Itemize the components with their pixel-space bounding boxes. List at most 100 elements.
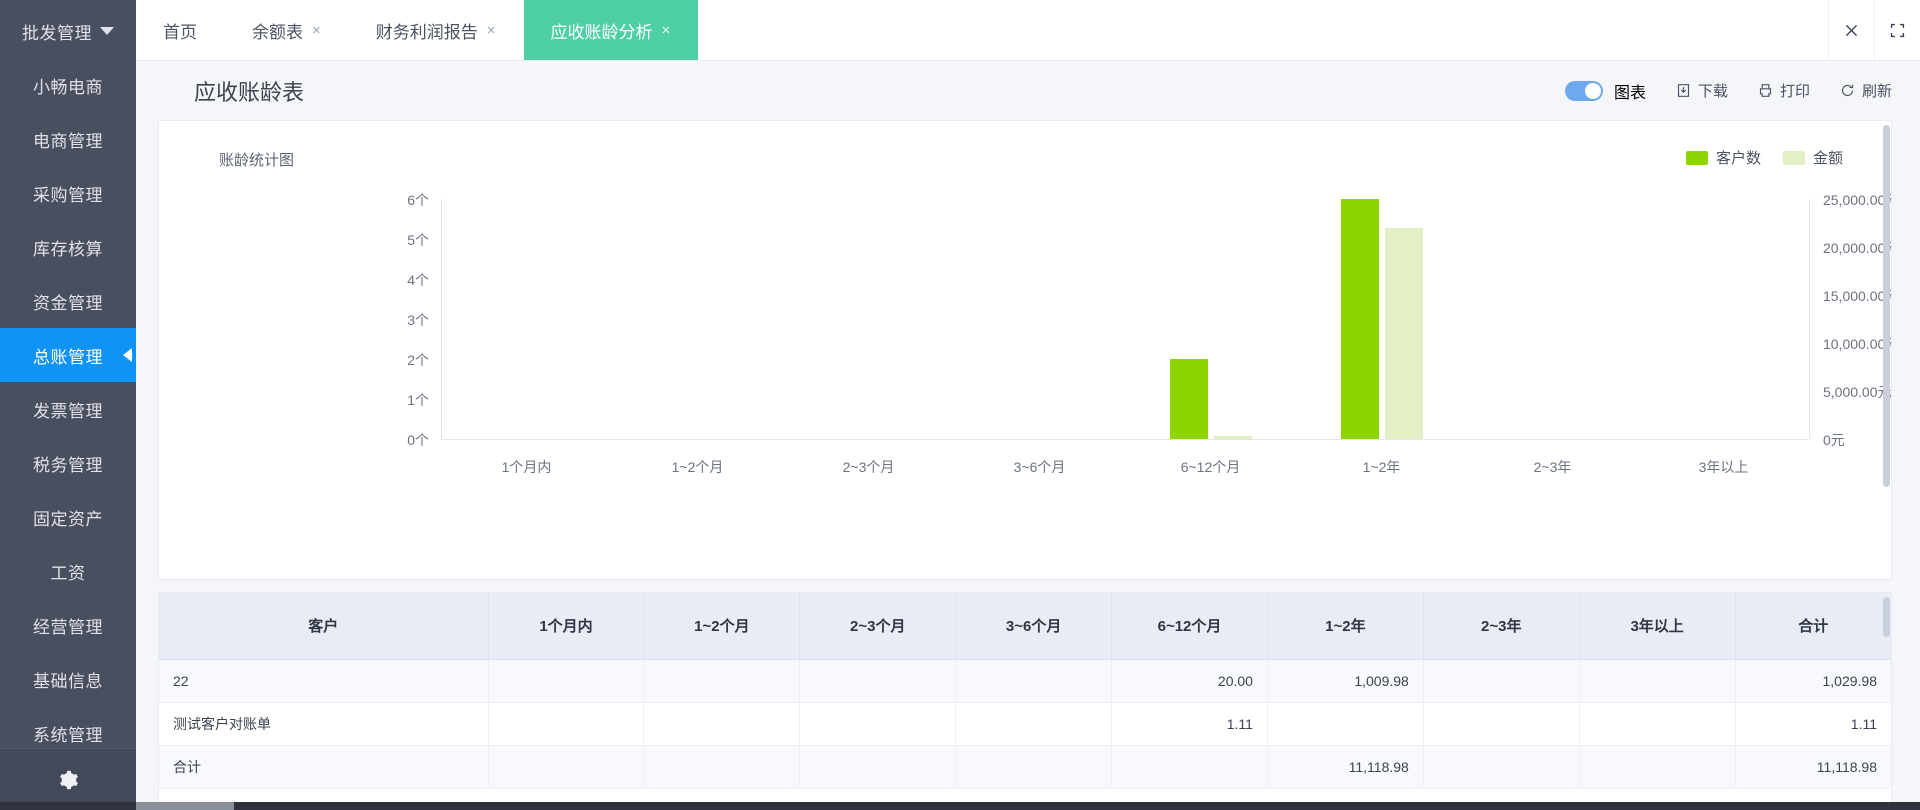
- active-pointer-icon: [123, 348, 132, 362]
- legend-item-0[interactable]: 客户数: [1685, 147, 1761, 168]
- sidebar-item-2[interactable]: 电商管理: [0, 112, 136, 166]
- table-cell-2-7: [1423, 745, 1580, 789]
- legend-label: 金额: [1812, 150, 1843, 167]
- table-scrollbar[interactable]: [1883, 597, 1890, 637]
- table-cell-0-6: 1,009.98: [1267, 659, 1424, 703]
- sidebar-item-12[interactable]: 基础信息: [0, 652, 136, 706]
- right-axis-tick-0: 0元: [1823, 432, 1845, 448]
- sidebar-item-label: 资金管理: [33, 293, 103, 313]
- sidebar-item-3[interactable]: 采购管理: [0, 166, 136, 220]
- content-area: 账龄统计图 客户数 金额 0个 1个 2个 3个 4个 5个 6个 0元 5,000.00元 10,…: [158, 120, 1892, 810]
- sidebar-item-6[interactable]: 总账管理: [0, 328, 136, 382]
- sidebar-item-4[interactable]: 库存核算: [0, 220, 136, 274]
- table-col-4: 3~6个月: [955, 593, 1113, 660]
- tab-list: 首页 余额表 × 财务利润报告 × 应收账龄分析 ×: [136, 0, 699, 60]
- table-col-9: 合计: [1735, 593, 1891, 660]
- sidebar-item-5[interactable]: 资金管理: [0, 274, 136, 328]
- sidebar-item-13[interactable]: 系统管理: [0, 706, 136, 748]
- tab-close-icon[interactable]: ×: [312, 21, 321, 39]
- table-cell-0-7: [1423, 659, 1580, 703]
- table-col-0: 客户: [159, 593, 489, 660]
- tab-close-icon[interactable]: ×: [661, 21, 671, 39]
- bar-customers-5[interactable]: [1340, 199, 1379, 439]
- legend-label: 客户数: [1715, 150, 1761, 167]
- tab-bar-spacer: [698, 0, 1828, 60]
- chart-title: 账龄统计图: [219, 152, 295, 169]
- chart-scrollbar[interactable]: [1883, 125, 1890, 487]
- sidebar-item-label: 系统管理: [33, 725, 103, 745]
- sidebar-settings-button[interactable]: [0, 748, 136, 810]
- tab-0[interactable]: 首页: [136, 0, 225, 60]
- chart-plot: 0个 1个 2个 3个 4个 5个 6个 0元 5,000.00元 10,000.00元 15,00…: [159, 121, 1891, 579]
- sidebar-item-label: 总账管理: [33, 347, 103, 367]
- axis-line: [1809, 199, 1810, 439]
- table-row[interactable]: 22 20.00 1,009.98 1,029.98: [159, 659, 1891, 703]
- page-header: 应收账龄表 图表 下载: [136, 61, 1920, 120]
- table-cell-1-3: [799, 702, 957, 746]
- table-cell-2-9: 11,118.98: [1735, 745, 1891, 789]
- table-col-2: 1~2个月: [643, 593, 801, 660]
- sidebar-item-label: 电商管理: [33, 131, 103, 151]
- printer-icon: [1759, 84, 1772, 97]
- table-cell-0-0: 22: [159, 659, 489, 703]
- axis-line: [441, 199, 442, 439]
- refresh-label: 刷新: [1861, 83, 1892, 100]
- sidebar-item-label: 工资: [50, 563, 86, 583]
- bar-amount-4[interactable]: [1213, 436, 1252, 439]
- table-cell-1-0: 测试客户对账单: [159, 702, 489, 746]
- download-icon: [1677, 84, 1690, 97]
- tab-3[interactable]: 应收账龄分析 ×: [523, 0, 699, 60]
- sidebar-item-9[interactable]: 固定资产: [0, 490, 136, 544]
- window-fullscreen-button[interactable]: [1874, 0, 1920, 60]
- bottom-scroll-track: [0, 802, 1920, 810]
- table-cell-0-1: [488, 659, 645, 703]
- table-cell-2-1: [488, 745, 645, 789]
- table-col-5: 6~12个月: [1111, 593, 1268, 660]
- sidebar-item-label: 经营管理: [33, 617, 103, 637]
- sidebar: 批发管理 小畅电商电商管理采购管理 库存核算资金管理总账管理发票管理税务管理固定资产…: [0, 0, 136, 810]
- chart-toggle[interactable]: [1564, 80, 1603, 101]
- table-head: 客户 1个月内 1~2个月 2~3个月 3~6个月 6~12个月 1~2年 2~3年 3年以上合…: [159, 593, 1891, 660]
- sidebar-item-11[interactable]: 经营管理: [0, 598, 136, 652]
- refresh-button[interactable]: 刷新: [1840, 80, 1892, 101]
- download-button[interactable]: 下载: [1676, 80, 1728, 101]
- sidebar-item-label: 基础信息: [33, 671, 103, 691]
- legend-item-1[interactable]: 金额: [1782, 147, 1843, 168]
- chart-legend: 客户数 金额: [1674, 147, 1843, 168]
- table-row[interactable]: 测试客户对账单 1.11 1.11: [159, 702, 1891, 746]
- tab-label: 应收账龄分析: [550, 22, 653, 42]
- table-cell-2-5: [1111, 745, 1268, 789]
- left-axis-tick-5: 5个: [407, 232, 429, 248]
- tab-close-icon[interactable]: ×: [486, 21, 496, 39]
- right-axis-tick-2: 10,000.00元: [1823, 336, 1892, 352]
- bar-customers-4[interactable]: [1169, 359, 1208, 439]
- bar-amount-5[interactable]: [1384, 227, 1423, 439]
- chart-toggle-group[interactable]: 图表: [1564, 79, 1646, 103]
- right-axis-tick-1: 5,000.00元: [1823, 384, 1892, 400]
- table-cell-0-2: [643, 659, 801, 703]
- refresh-icon: [1841, 84, 1854, 97]
- table-cell-1-5: 1.11: [1111, 702, 1268, 746]
- window-close-button[interactable]: [1828, 0, 1874, 60]
- chevron-down-icon: [100, 27, 114, 35]
- table-cell-1-6: [1267, 702, 1424, 746]
- tab-label: 余额表: [252, 22, 303, 42]
- table-cell-1-7: [1423, 702, 1580, 746]
- table-col-8: 3年以上: [1579, 593, 1736, 660]
- tab-1[interactable]: 余额表 ×: [225, 0, 349, 60]
- x-axis-tick-5: 1~2年: [1362, 459, 1401, 475]
- sidebar-item-10[interactable]: 工资: [0, 544, 136, 598]
- sidebar-item-8[interactable]: 税务管理: [0, 436, 136, 490]
- bottom-scroll-thumb[interactable]: [136, 802, 234, 810]
- table-row[interactable]: 合计 11,118.98 11,118.98: [159, 745, 1891, 789]
- sidebar-item-1[interactable]: 小畅电商: [0, 58, 136, 112]
- sidebar-item-label: 税务管理: [33, 455, 103, 475]
- tab-2[interactable]: 财务利润报告 ×: [349, 0, 524, 60]
- table-col-7: 2~3年: [1423, 593, 1580, 660]
- print-button[interactable]: 打印: [1758, 80, 1810, 101]
- sidebar-item-7[interactable]: 发票管理: [0, 382, 136, 436]
- x-axis-tick-2: 2~3个月: [842, 459, 895, 475]
- sidebar-item-0[interactable]: 批发管理: [0, 4, 136, 58]
